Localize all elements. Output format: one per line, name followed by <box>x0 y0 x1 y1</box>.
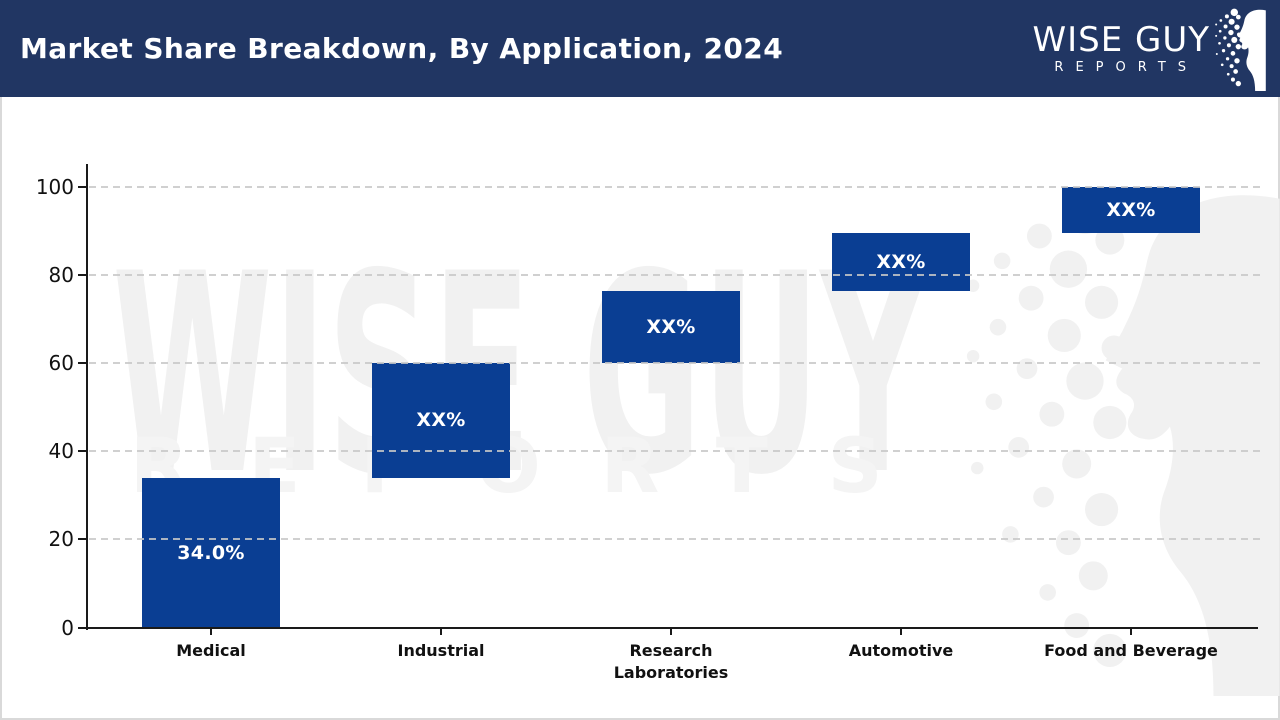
y-tick-label: 0 <box>61 615 74 640</box>
brand-head-icon <box>1212 7 1266 91</box>
y-tick-label: 40 <box>48 439 74 464</box>
x-axis-label: Automotive <box>848 641 954 660</box>
bar-value-label: XX% <box>416 409 466 432</box>
brand-name: WISE GUY <box>1032 20 1210 61</box>
header-bar: Market Share Breakdown, By Application, … <box>0 0 1280 97</box>
x-axis-label: Medical <box>176 641 246 660</box>
y-axis-spine <box>86 164 88 630</box>
y-tick <box>78 186 87 188</box>
x-tick <box>440 628 442 635</box>
brand-subname: REPORTS <box>1054 59 1199 75</box>
x-tick <box>210 628 212 635</box>
bar: 34.0% <box>142 477 280 628</box>
bar: XX% <box>832 233 970 291</box>
y-gridline <box>89 450 1262 453</box>
bar: XX% <box>1062 187 1200 234</box>
y-tick <box>78 450 87 453</box>
x-axis-spine <box>86 627 1258 629</box>
x-axis-label: Research Laboratories <box>613 641 729 682</box>
y-tick <box>78 538 87 541</box>
brand-text: WISE GUY REPORTS <box>1032 20 1210 75</box>
bar-value-label: XX% <box>876 250 926 273</box>
y-gridline <box>89 274 1262 277</box>
x-tick <box>900 628 902 635</box>
watermark-text: WISE GUY <box>112 215 926 535</box>
x-tick <box>1130 628 1132 635</box>
bar-value-label: XX% <box>1106 199 1156 222</box>
y-gridline <box>89 362 1262 365</box>
x-axis-label: Industrial <box>397 641 485 660</box>
y-tick-label: 60 <box>48 351 74 376</box>
bar: XX% <box>372 363 510 478</box>
bar-value-label: 34.0% <box>177 541 245 564</box>
y-tick <box>78 626 87 629</box>
y-tick <box>78 274 87 277</box>
chart-title: Market Share Breakdown, By Application, … <box>20 32 784 65</box>
bar-value-label: XX% <box>646 315 696 338</box>
y-gridline <box>89 538 1262 541</box>
y-tick-label: 20 <box>48 527 74 552</box>
x-tick <box>670 628 672 635</box>
y-tick-label: 100 <box>35 175 74 199</box>
x-axis-label: Food and Beverage <box>1044 641 1218 660</box>
bar: XX% <box>602 290 740 364</box>
y-gridline <box>89 186 1262 188</box>
y-tick <box>78 362 87 365</box>
y-tick-label: 80 <box>48 263 74 288</box>
brand-logo: WISE GUY REPORTS <box>1032 5 1266 93</box>
